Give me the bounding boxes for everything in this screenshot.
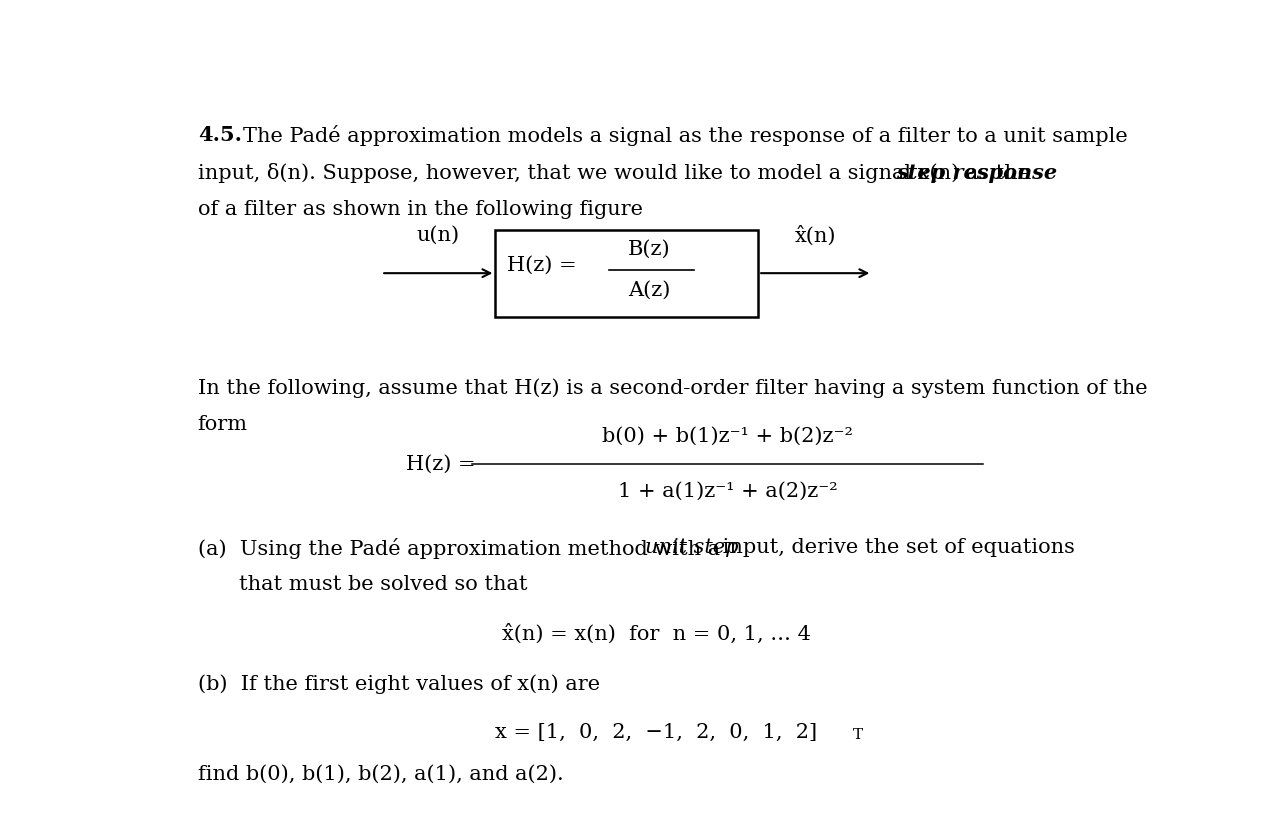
Text: of a filter as shown in the following figure: of a filter as shown in the following fi… [197,200,643,219]
Text: 1 + a(1)z⁻¹ + a(2)z⁻²: 1 + a(1)z⁻¹ + a(2)z⁻² [617,482,837,500]
Text: input, derive the set of equations: input, derive the set of equations [716,538,1074,557]
Text: The Padé approximation models a signal as the response of a filter to a unit sam: The Padé approximation models a signal a… [243,125,1128,146]
Bar [495,230,758,317]
Text: that must be solved so that: that must be solved so that [239,576,527,594]
Text: H(z) =: H(z) = [507,256,577,275]
Text: In the following, assume that H(z) is a second-order filter having a system func: In the following, assume that H(z) is a … [197,378,1147,398]
Text: form: form [197,416,248,434]
Text: x̂(n): x̂(n) [795,225,836,246]
Text: B(z): B(z) [627,240,671,259]
Text: b(0) + b(1)z⁻¹ + b(2)z⁻²: b(0) + b(1)z⁻¹ + b(2)z⁻² [602,427,852,447]
Text: 4.5.: 4.5. [197,125,242,145]
Text: (a)  Using the Padé approximation method with a: (a) Using the Padé approximation method … [197,538,727,559]
Text: A(z): A(z) [628,281,671,300]
Text: input, δ(n). Suppose, however, that we would like to model a signal x(n) as the: input, δ(n). Suppose, however, that we w… [197,163,1037,183]
Text: find b(0), b(1), b(2), a(1), and a(2).: find b(0), b(1), b(2), a(1), and a(2). [197,764,563,784]
Text: step response: step response [896,163,1057,183]
Text: x = [1,  0,  2,  −1,  2,  0,  1,  2]: x = [1, 0, 2, −1, 2, 0, 1, 2] [495,722,817,742]
Text: T: T [852,727,863,742]
Text: u(n): u(n) [416,226,460,246]
Text: H(z) =: H(z) = [406,454,476,473]
Text: (b)  If the first eight values of x(n) are: (b) If the first eight values of x(n) ar… [197,675,600,694]
Text: x̂(n) = x(n)  for  n = 0, 1, … 4: x̂(n) = x(n) for n = 0, 1, … 4 [502,623,810,644]
Text: unit step: unit step [645,538,739,557]
